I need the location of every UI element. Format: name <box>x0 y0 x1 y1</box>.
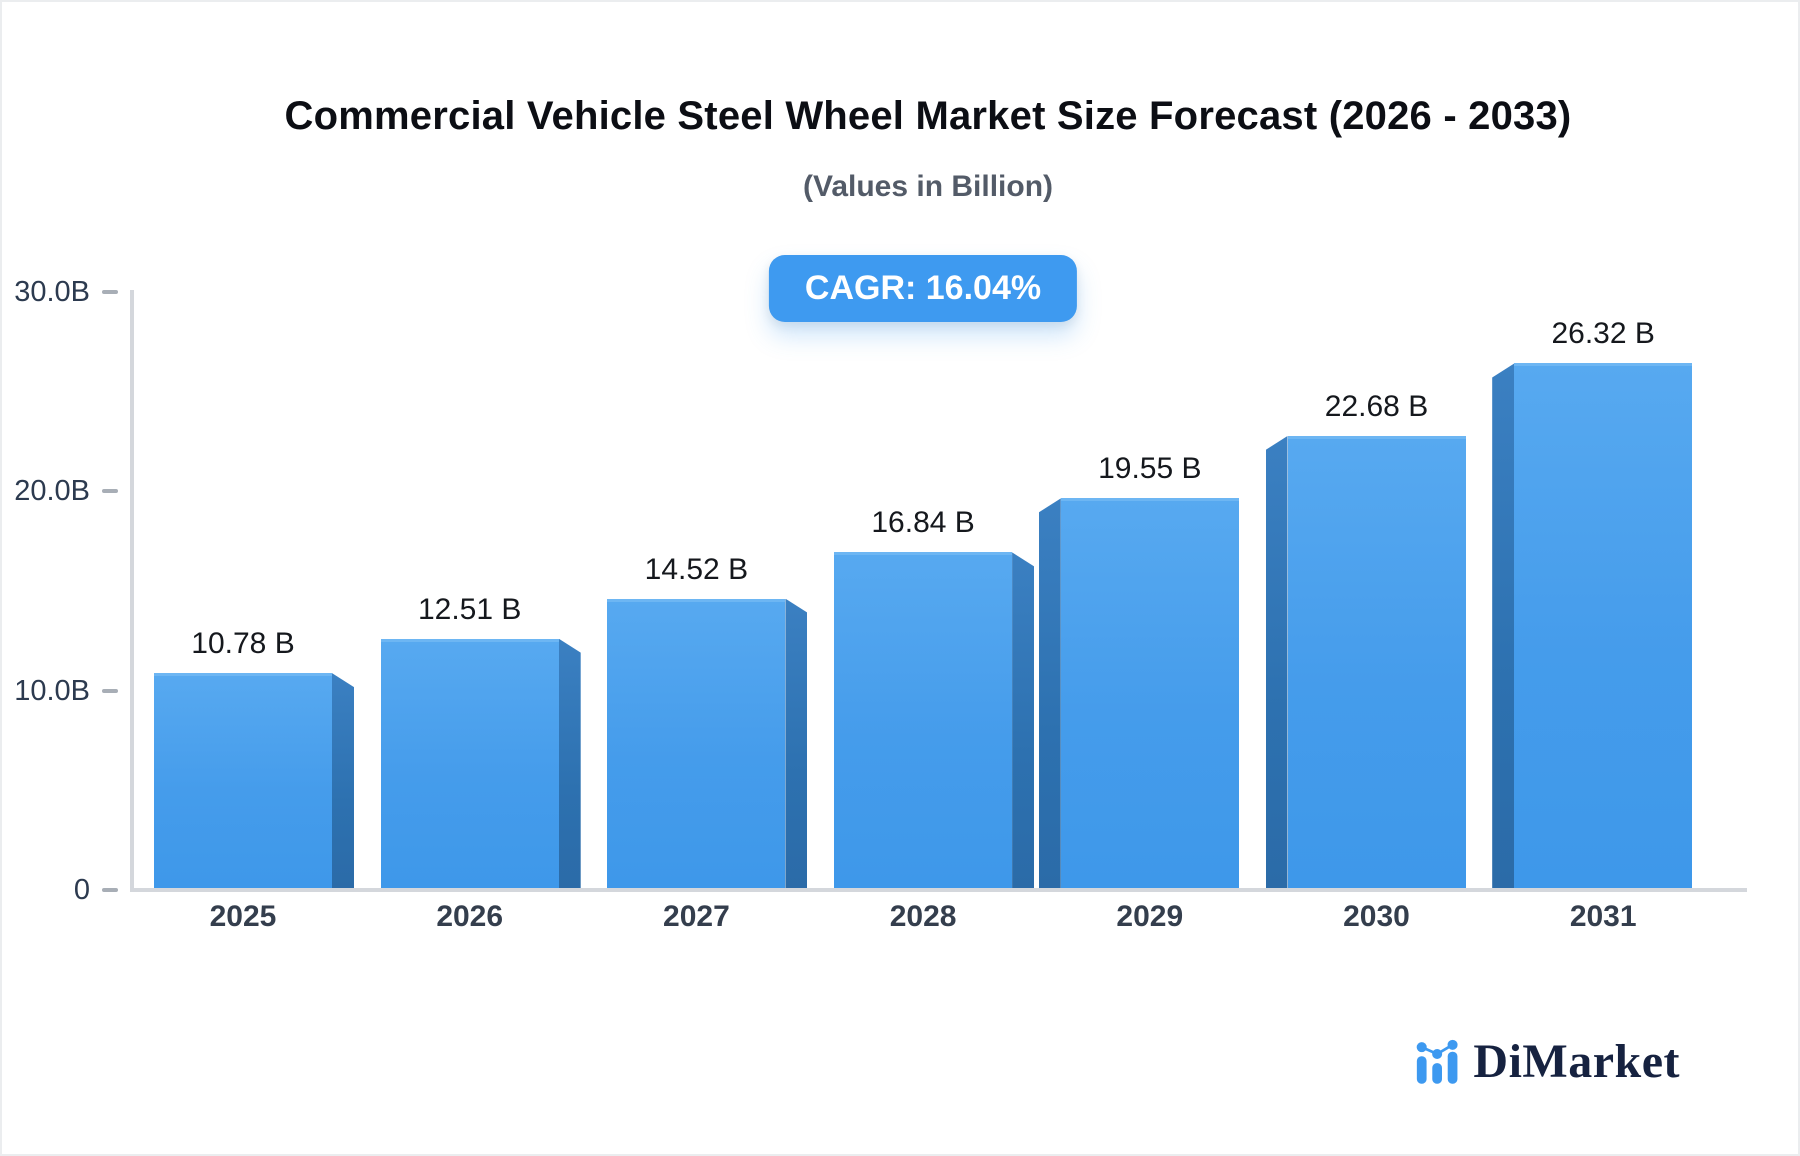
logo: DiMarket <box>1415 1038 1680 1086</box>
bar-side-2027 <box>785 598 808 888</box>
chart-subtitle: (Values in Billion) <box>802 170 1054 203</box>
x-tick-label-2029: 2029 <box>1116 900 1184 933</box>
y-tick-dash <box>102 290 118 295</box>
y-tick-label-0: 0 <box>73 874 90 906</box>
x-tick-label-2025: 2025 <box>209 900 277 933</box>
y-tick-label-10.0B: 10.0B <box>14 674 90 707</box>
bar-chart-trend-icon <box>1417 1039 1459 1084</box>
y-axis-line <box>130 290 134 892</box>
bar-side-2028 <box>1012 552 1035 888</box>
y-tick-label-30.0B: 30.0B <box>14 276 90 309</box>
bar-value-label-2028: 16.84 B <box>871 506 975 540</box>
x-tick-label-2031: 2031 <box>1569 900 1637 933</box>
bar-2029 <box>1060 498 1239 888</box>
bar-value-label-2030: 22.68 B <box>1324 389 1429 423</box>
bar-2028 <box>834 552 1013 888</box>
bar-value-label-2025: 10.78 B <box>191 627 295 661</box>
bar-value-label-2031: 26.32 B <box>1551 317 1655 351</box>
y-tick-dash <box>102 688 118 693</box>
x-tick-label-2026: 2026 <box>436 900 504 933</box>
cagr-badge: CAGR: 16.04% <box>768 255 1078 322</box>
bar-value-label-2026: 12.51 B <box>417 592 522 626</box>
bar-side-2025 <box>332 673 354 888</box>
x-tick-label-2028: 2028 <box>889 900 957 933</box>
bar-side-2031 <box>1492 363 1515 888</box>
bar-side-2030 <box>1265 435 1288 888</box>
x-axis-line <box>130 888 1747 892</box>
bar-value-label-2027: 14.52 B <box>644 552 749 586</box>
y-tick-label-20.0B: 20.0B <box>14 475 90 508</box>
y-tick-dash <box>102 489 118 494</box>
x-tick-label-2030: 2030 <box>1343 900 1410 933</box>
bar-value-label-2029: 19.55 B <box>1098 452 1202 486</box>
bar-2030 <box>1287 435 1466 888</box>
logo-text: DiMarket <box>1473 1035 1680 1088</box>
chart-title: Commercial Vehicle Steel Wheel Market Si… <box>284 94 1572 138</box>
bar-side-2029 <box>1038 498 1061 888</box>
x-tick-label-2027: 2027 <box>663 900 730 933</box>
bar-side-2026 <box>558 638 581 888</box>
bar-2026 <box>380 638 559 888</box>
bar-2025 <box>154 673 332 888</box>
y-tick-dash <box>102 888 118 892</box>
bar-2027 <box>607 598 786 888</box>
bar-2031 <box>1514 363 1693 888</box>
